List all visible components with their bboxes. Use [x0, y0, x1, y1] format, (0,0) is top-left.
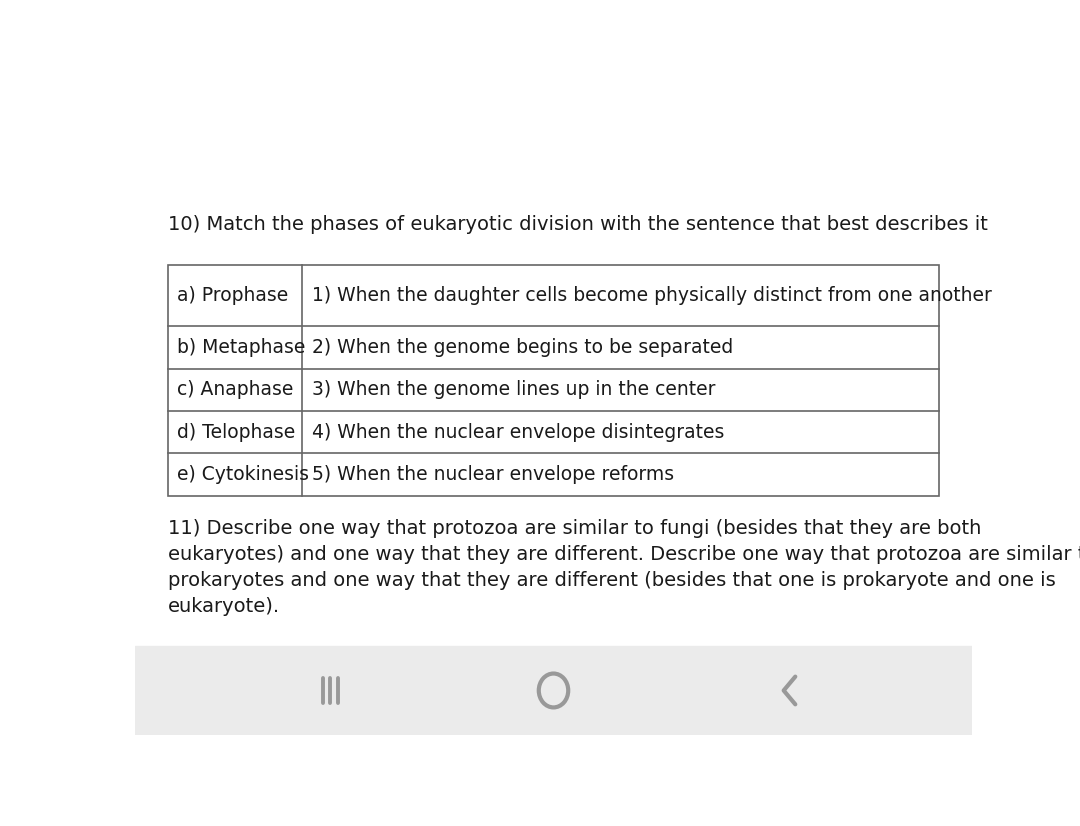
Text: 4) When the nuclear envelope disintegrates: 4) When the nuclear envelope disintegrat… — [312, 423, 725, 442]
Text: 3) When the genome lines up in the center: 3) When the genome lines up in the cente… — [312, 380, 716, 399]
Text: c) Anaphase: c) Anaphase — [177, 380, 294, 399]
Bar — [167, 264, 940, 496]
Text: 1) When the daughter cells become physically distinct from one another: 1) When the daughter cells become physic… — [312, 286, 993, 305]
Bar — [135, 646, 972, 735]
Text: 5) When the nuclear envelope reforms: 5) When the nuclear envelope reforms — [312, 465, 675, 484]
Text: 10) Match the phases of eukaryotic division with the sentence that best describe: 10) Match the phases of eukaryotic divis… — [167, 215, 987, 234]
Text: d) Telophase: d) Telophase — [177, 423, 295, 442]
Text: eukaryote).: eukaryote). — [167, 597, 280, 616]
Text: b) Metaphase: b) Metaphase — [177, 338, 306, 357]
Text: a) Prophase: a) Prophase — [177, 286, 288, 305]
Text: 11) Describe one way that protozoa are similar to fungi (besides that they are b: 11) Describe one way that protozoa are s… — [167, 519, 981, 538]
Text: eukaryotes) and one way that they are different. Describe one way that protozoa : eukaryotes) and one way that they are di… — [167, 545, 1080, 564]
Text: prokaryotes and one way that they are different (besides that one is prokaryote : prokaryotes and one way that they are di… — [167, 571, 1055, 590]
Text: 2) When the genome begins to be separated: 2) When the genome begins to be separate… — [312, 338, 733, 357]
Text: e) Cytokinesis: e) Cytokinesis — [177, 465, 309, 484]
